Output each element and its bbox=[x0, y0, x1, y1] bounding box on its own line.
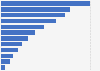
Bar bbox=[1, 36, 28, 41]
Bar bbox=[1, 48, 18, 52]
Bar bbox=[1, 42, 22, 46]
Bar bbox=[1, 13, 65, 17]
Bar bbox=[1, 7, 70, 12]
Bar bbox=[1, 65, 5, 70]
Bar bbox=[1, 59, 10, 64]
Bar bbox=[1, 54, 14, 58]
Bar bbox=[1, 30, 35, 35]
Bar bbox=[1, 19, 56, 23]
Bar bbox=[1, 1, 90, 6]
Bar bbox=[1, 25, 44, 29]
